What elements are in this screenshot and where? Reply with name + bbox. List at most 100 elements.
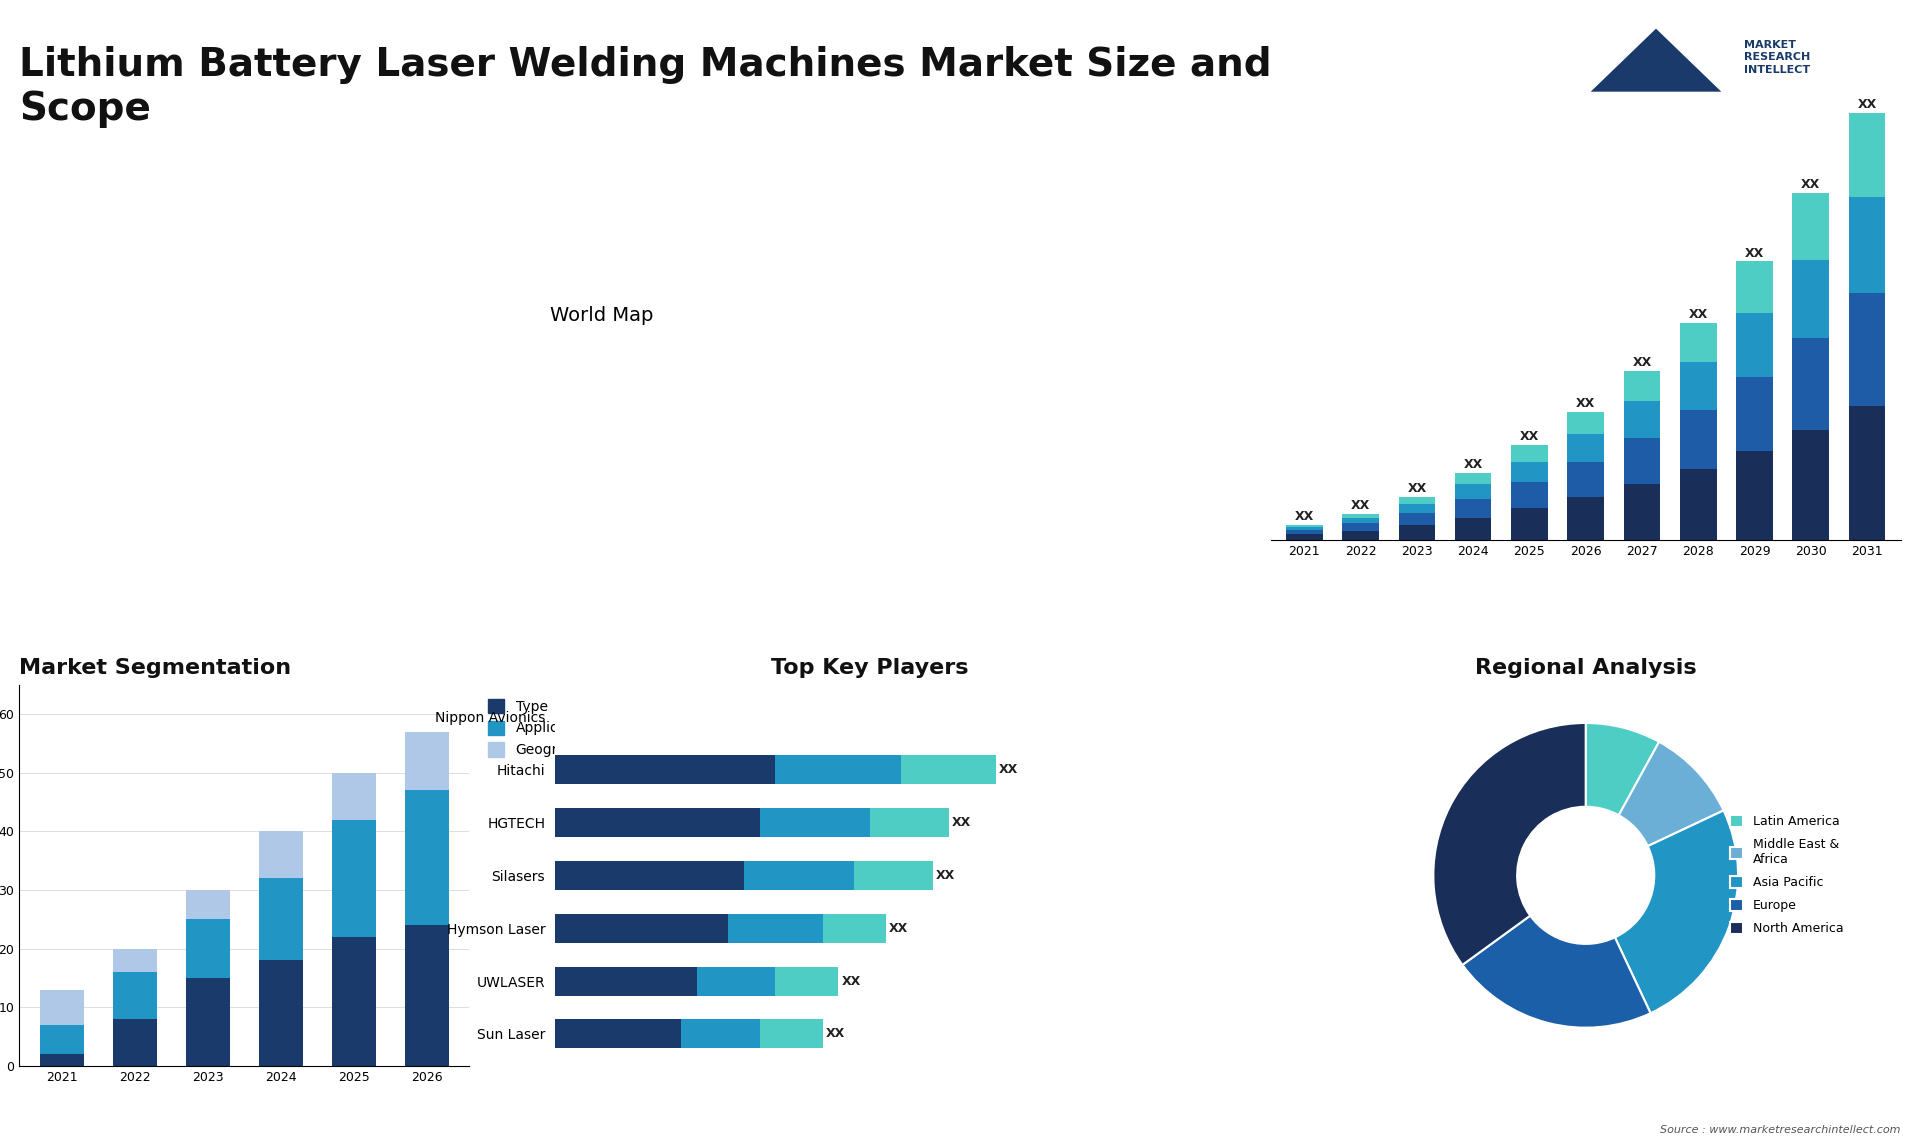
Polygon shape [1590,29,1720,92]
Bar [1624,484,1661,540]
Bar [1286,534,1323,540]
Bar [113,972,157,1019]
Text: XX: XX [952,816,972,829]
Bar [1286,527,1323,529]
Bar [1511,482,1548,509]
Text: XX: XX [1521,430,1540,444]
Bar [1624,401,1661,438]
Bar [405,732,449,791]
Text: Source : www.marketresearchintellect.com: Source : www.marketresearchintellect.com [1661,1124,1901,1135]
Text: XX: XX [1745,246,1764,260]
Bar [1567,497,1603,540]
Bar [1286,525,1323,527]
Bar [332,819,376,937]
Text: XX: XX [1294,510,1313,523]
Title: Top Key Players: Top Key Players [772,658,970,677]
Bar [40,990,83,1025]
Bar [1455,473,1492,484]
Bar [1455,499,1492,518]
Bar [902,755,996,784]
Bar [1680,470,1716,540]
Bar [405,791,449,925]
Bar [1849,196,1885,293]
Text: Lithium Battery Laser Welding Machines Market Size and
Scope: Lithium Battery Laser Welding Machines M… [19,46,1271,128]
Bar [870,808,948,837]
Text: XX: XX [1632,356,1651,369]
Bar [1849,293,1885,406]
Bar [1736,450,1772,540]
Bar [1398,504,1434,513]
Bar [1736,377,1772,450]
Bar [332,937,376,1066]
Bar [555,861,743,889]
Bar [1398,513,1434,525]
Text: MARKET
RESEARCH
INTELLECT: MARKET RESEARCH INTELLECT [1743,40,1811,74]
Bar [1342,513,1379,518]
Bar [259,960,303,1066]
Bar [1342,523,1379,531]
Bar [1511,445,1548,462]
Bar [1736,313,1772,377]
Bar [822,913,885,943]
Legend: Latin America, Middle East &
Africa, Asia Pacific, Europe, North America: Latin America, Middle East & Africa, Asi… [1726,810,1849,941]
Text: XX: XX [937,869,956,881]
Bar [760,1020,822,1049]
Bar [1680,362,1716,410]
Bar [555,966,697,996]
Bar [555,913,728,943]
Bar [1849,113,1885,196]
Bar [1680,410,1716,470]
Bar [1567,411,1603,434]
Wedge shape [1615,810,1738,1013]
Text: XX: XX [1801,178,1820,191]
Bar [405,925,449,1066]
Bar [1455,484,1492,499]
Bar [259,878,303,960]
Circle shape [1517,807,1655,944]
Bar [1736,261,1772,313]
Legend: Type, Application, Geography: Type, Application, Geography [480,692,601,764]
Bar [1624,371,1661,401]
Bar [186,919,230,978]
Title: Regional Analysis: Regional Analysis [1475,658,1697,677]
Bar [1511,509,1548,540]
Bar [1793,193,1830,260]
Bar [259,831,303,878]
Bar [854,861,933,889]
Bar [332,772,376,819]
Bar [1567,434,1603,462]
Bar [1398,525,1434,540]
Bar [555,808,760,837]
Bar [1511,462,1548,482]
Bar [1793,338,1830,430]
Wedge shape [1619,741,1724,846]
Text: XX: XX [1576,397,1596,410]
Bar [1455,518,1492,540]
Bar [776,755,902,784]
Bar [760,808,870,837]
Bar [1286,529,1323,534]
Bar [1567,462,1603,497]
Bar [1398,497,1434,504]
Bar [1793,430,1830,540]
Bar [1793,260,1830,338]
Text: XX: XX [1857,99,1876,111]
Bar [728,913,822,943]
Bar [743,861,854,889]
Bar [1680,323,1716,362]
Text: XX: XX [1407,482,1427,495]
Bar [40,1054,83,1066]
Bar [40,1025,83,1054]
Text: XX: XX [826,1028,845,1041]
Text: World Map: World Map [551,306,655,325]
Text: Market Segmentation: Market Segmentation [19,658,292,677]
Bar [186,978,230,1066]
Wedge shape [1463,916,1651,1028]
Wedge shape [1434,723,1586,965]
Bar [1342,518,1379,523]
Bar [555,755,776,784]
Bar [113,1019,157,1066]
Bar [776,966,839,996]
Bar [555,1020,682,1049]
Bar [113,949,157,972]
